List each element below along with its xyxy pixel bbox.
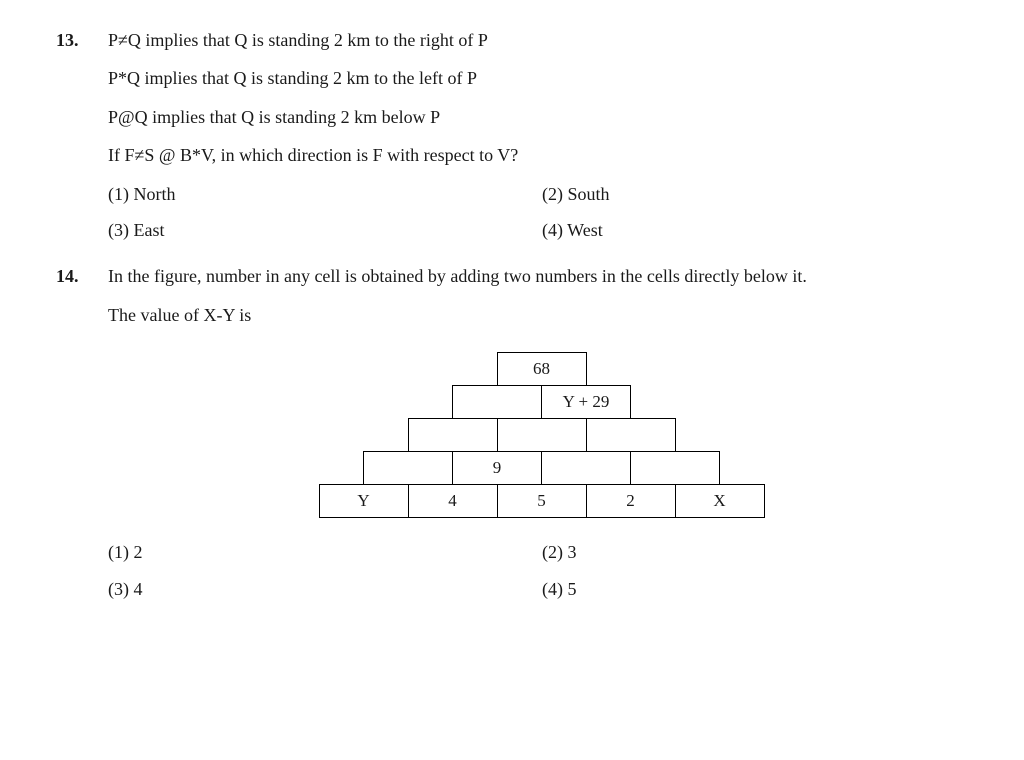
pyramid-cell-r0-c0: 68	[497, 352, 587, 386]
pyramid-cell-r4-c2: 5	[497, 484, 587, 518]
pyramid-cell-r3-c0	[363, 451, 453, 485]
q13-line-1: P≠Q implies that Q is standing 2 km to t…	[108, 24, 976, 56]
q14-option-2: (2) 3	[542, 536, 976, 568]
pyramid-cell-r2-c0	[408, 418, 498, 452]
q14-line-1: In the figure, number in any cell is obt…	[108, 260, 976, 292]
pyramid-row-4: Y452X	[320, 485, 765, 518]
pyramid-cell-r1-c1: Y + 29	[541, 385, 631, 419]
pyramid-cell-r2-c2	[586, 418, 676, 452]
pyramid-cell-r4-c0: Y	[319, 484, 409, 518]
pyramid-cell-r3-c1: 9	[452, 451, 542, 485]
pyramid-cell-r3-c3	[630, 451, 720, 485]
pyramid-row-2	[409, 419, 676, 452]
q13-line-3: P@Q implies that Q is standing 2 km belo…	[108, 101, 976, 133]
q14-number: 14.	[56, 260, 92, 292]
q13-options: (1) North (2) South (3) East (4) West	[108, 178, 976, 247]
pyramid-row-0: 68	[498, 353, 587, 386]
q14-option-3: (3) 4	[108, 573, 542, 605]
q13-body: P≠Q implies that Q is standing 2 km to t…	[108, 24, 976, 246]
pyramid-cell-r4-c4: X	[675, 484, 765, 518]
pyramid-cell-r3-c2	[541, 451, 631, 485]
q13-line-2: P*Q implies that Q is standing 2 km to t…	[108, 62, 976, 94]
q13-option-1: (1) North	[108, 178, 542, 210]
pyramid-cell-r2-c1	[497, 418, 587, 452]
q13-option-3: (3) East	[108, 214, 542, 246]
q14-option-1: (1) 2	[108, 536, 542, 568]
q13-number: 13.	[56, 24, 92, 56]
pyramid-cell-r4-c1: 4	[408, 484, 498, 518]
q14-body: In the figure, number in any cell is obt…	[108, 260, 976, 605]
q13-option-4: (4) West	[542, 214, 976, 246]
pyramid-cell-r1-c0	[452, 385, 542, 419]
q14-line-2: The value of X-Y is	[108, 299, 976, 331]
question-14: 14. In the figure, number in any cell is…	[56, 260, 976, 605]
q13-line-4: If F≠S @ B*V, in which direction is F wi…	[108, 139, 976, 171]
pyramid-row-1: Y + 29	[453, 386, 631, 419]
q13-option-2: (2) South	[542, 178, 976, 210]
q14-options: (1) 2 (2) 3 (3) 4 (4) 5	[108, 536, 976, 605]
pyramid-row-3: 9	[364, 452, 720, 485]
pyramid-figure: 68Y + 299Y452X	[108, 353, 976, 518]
question-13: 13. P≠Q implies that Q is standing 2 km …	[56, 24, 976, 246]
pyramid-cell-r4-c3: 2	[586, 484, 676, 518]
q14-option-4: (4) 5	[542, 573, 976, 605]
